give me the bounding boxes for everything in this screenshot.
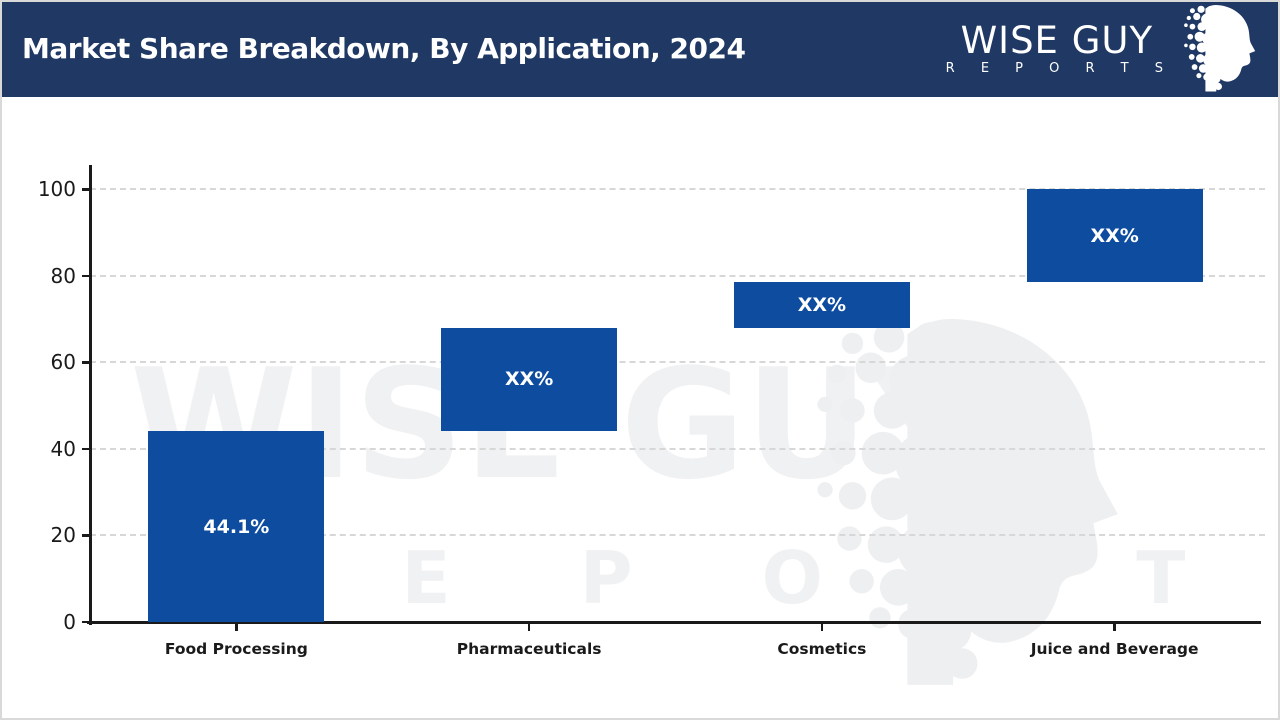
y-axis-line <box>88 165 92 625</box>
x-tick-pharmaceuticals <box>527 623 531 631</box>
x-axis-label-food-processing: Food Processing <box>164 640 308 658</box>
y-tick-40 <box>82 447 90 451</box>
gridline-40 <box>90 447 1265 450</box>
wiseguy-logo-text: WISE GUY R E P O R T S <box>940 22 1174 75</box>
y-tick-0 <box>82 620 90 624</box>
y-tick-label-20: 20 <box>50 523 76 548</box>
y-tick-80 <box>82 274 90 278</box>
y-tick-label-80: 80 <box>50 263 76 288</box>
y-tick-label-100: 100 <box>37 177 76 202</box>
bar-food-processing: 44.1% <box>148 431 325 622</box>
bar-juice-and-beverage: XX% <box>1026 189 1203 283</box>
bar-pharmaceuticals: XX% <box>441 327 618 432</box>
x-tick-juice-and-beverage <box>1113 623 1116 631</box>
header-banner: Market Share Breakdown, By Application, … <box>2 2 1278 97</box>
watermark-reports-text: R E P O R T S <box>217 536 1278 620</box>
wiseguy-head-logo-icon <box>1184 4 1256 92</box>
chart-area: WISE GUY R E P O R T S 02040608010044.1%… <box>2 99 1278 718</box>
bar-value-label-cosmetics: XX% <box>797 294 847 317</box>
x-axis-label-pharmaceuticals: Pharmaceuticals <box>456 640 602 658</box>
wiseguy-logo: WISE GUY R E P O R T S <box>940 2 1266 97</box>
y-tick-label-60: 60 <box>50 350 76 375</box>
bar-value-label-pharmaceuticals: XX% <box>504 368 554 391</box>
wiseguy-logo-name: WISE GUY <box>960 19 1154 62</box>
watermark-head-icon <box>817 319 1118 685</box>
bar-cosmetics: XX% <box>733 282 910 328</box>
x-tick-cosmetics <box>820 623 824 631</box>
y-tick-20 <box>82 534 90 537</box>
x-axis-label-juice-and-beverage: Juice and Beverage <box>1030 640 1199 658</box>
gridline-80 <box>90 274 1265 277</box>
y-tick-60 <box>82 361 90 364</box>
wiseguy-logo-subtitle: R E P O R T S <box>945 61 1174 76</box>
x-axis-label-cosmetics: Cosmetics <box>777 640 867 658</box>
bar-value-label-food-processing: 44.1% <box>203 515 270 538</box>
x-axis-line <box>87 620 1261 624</box>
bar-value-label-juice-and-beverage: XX% <box>1090 224 1139 247</box>
gridline-100 <box>90 188 1265 191</box>
y-tick-label-0: 0 <box>63 610 76 634</box>
gridline-60 <box>90 361 1265 364</box>
gridline-20 <box>90 534 1265 537</box>
y-tick-label-40: 40 <box>50 436 76 461</box>
y-tick-100 <box>82 188 90 191</box>
x-tick-food-processing <box>235 623 238 631</box>
page-title: Market Share Breakdown, By Application, … <box>22 32 746 65</box>
